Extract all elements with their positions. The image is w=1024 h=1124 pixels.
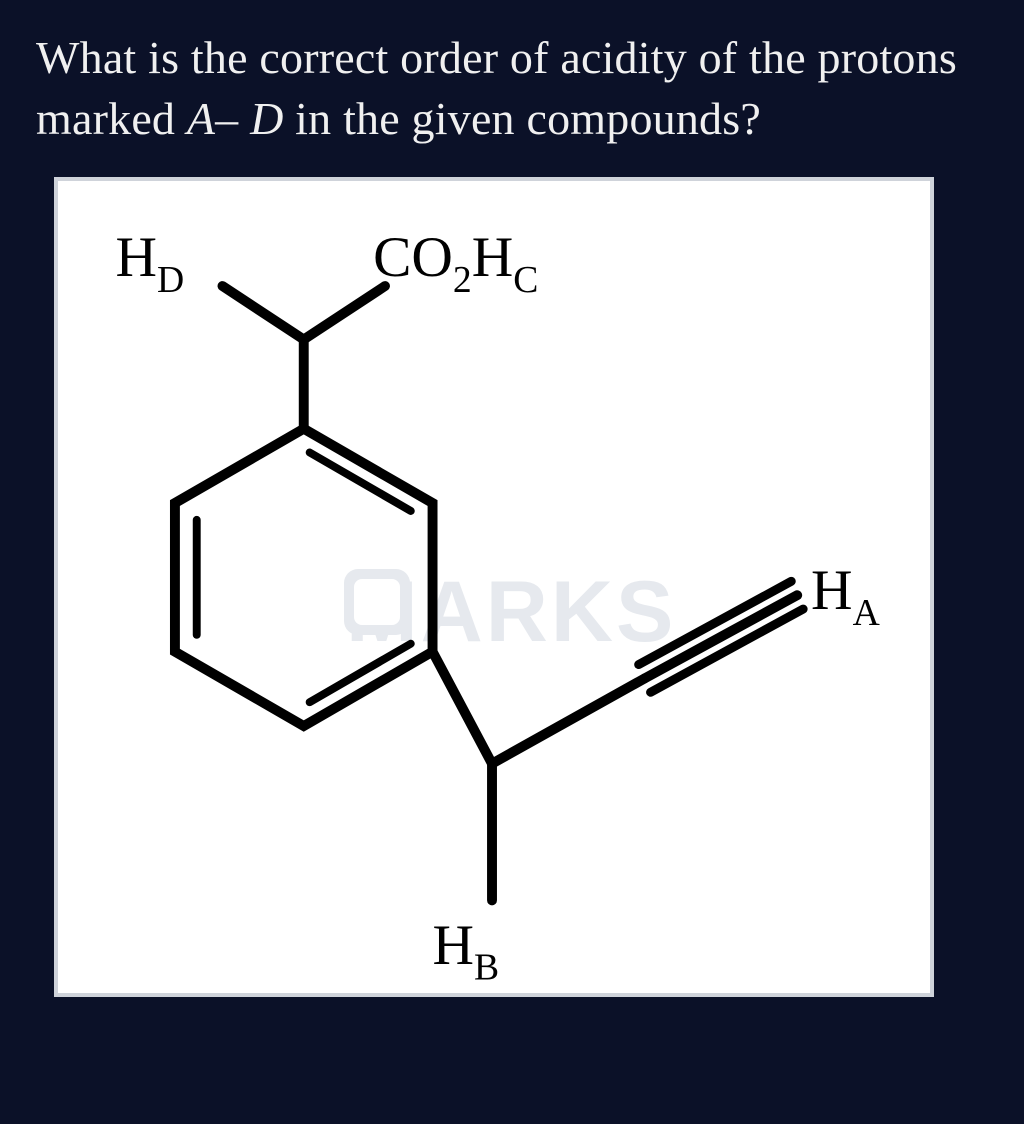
structure-figure: MARKS [54, 177, 934, 997]
question-suffix: in the given compounds? [283, 93, 761, 144]
benzene-ring [175, 429, 433, 726]
var-a: A [187, 93, 215, 144]
chemical-structure-svg: HD CO2HC HA HB [58, 181, 930, 994]
top-substituent [222, 286, 385, 429]
benzene-double-bonds [197, 453, 411, 703]
question-text: What is the correct order of acidity of … [36, 28, 988, 149]
question-dash: – [215, 93, 250, 144]
label-hb: HB [433, 914, 500, 989]
var-d: D [250, 93, 283, 144]
label-co2hc: CO2HC [373, 227, 538, 302]
label-hd: HD [115, 227, 184, 302]
label-ha: HA [811, 560, 880, 635]
